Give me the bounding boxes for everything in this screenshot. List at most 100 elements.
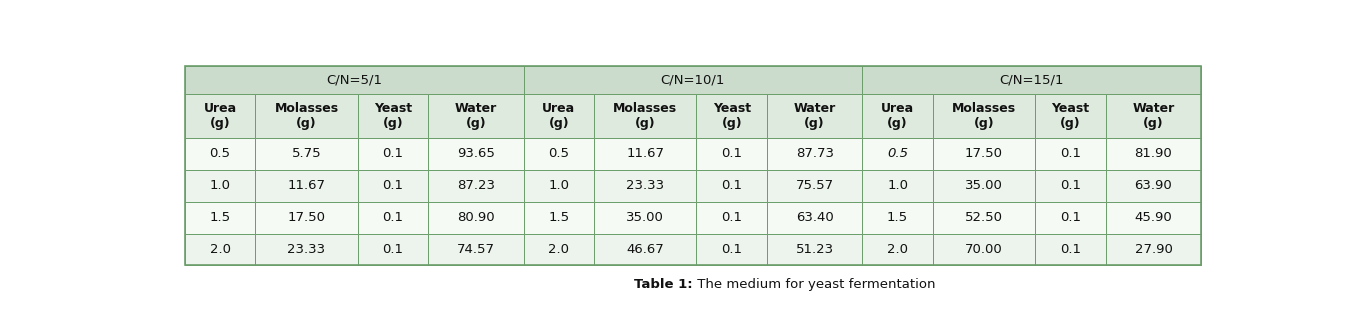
Text: Molasses
(g): Molasses (g) — [614, 102, 677, 130]
Bar — [256, 170, 358, 202]
Text: Table 1:: Table 1: — [634, 278, 692, 291]
Text: 2.0: 2.0 — [887, 243, 909, 256]
Bar — [185, 170, 256, 202]
Text: 0.1: 0.1 — [383, 243, 403, 256]
Text: 0.1: 0.1 — [1060, 211, 1082, 224]
Text: 0.5: 0.5 — [887, 148, 909, 160]
Text: C/N=15/1: C/N=15/1 — [999, 74, 1064, 87]
Bar — [358, 202, 429, 234]
Text: 0.1: 0.1 — [383, 211, 403, 224]
Bar — [1036, 94, 1106, 138]
Bar — [594, 94, 696, 138]
Bar — [696, 234, 767, 265]
Text: 0.1: 0.1 — [383, 179, 403, 192]
Bar — [594, 138, 696, 170]
Bar — [358, 234, 429, 265]
Bar — [523, 138, 594, 170]
Text: Urea
(g): Urea (g) — [542, 102, 576, 130]
Text: Water
(g): Water (g) — [1133, 102, 1175, 130]
Text: 0.1: 0.1 — [1060, 148, 1082, 160]
Text: 35.00: 35.00 — [965, 179, 1003, 192]
Text: 11.67: 11.67 — [288, 179, 326, 192]
Text: 0.1: 0.1 — [383, 148, 403, 160]
Text: 87.23: 87.23 — [457, 179, 495, 192]
Text: 1.0: 1.0 — [210, 179, 230, 192]
Bar — [1036, 202, 1106, 234]
Bar — [358, 138, 429, 170]
Bar — [185, 138, 256, 170]
Bar — [1036, 138, 1106, 170]
Bar — [1106, 94, 1201, 138]
Text: Yeast
(g): Yeast (g) — [713, 102, 750, 130]
Bar — [933, 94, 1036, 138]
Bar — [933, 234, 1036, 265]
Bar — [185, 202, 256, 234]
Text: 27.90: 27.90 — [1134, 243, 1172, 256]
Bar — [767, 234, 863, 265]
Bar — [185, 66, 523, 94]
Text: 70.00: 70.00 — [965, 243, 1003, 256]
Text: Molasses
(g): Molasses (g) — [952, 102, 1017, 130]
Bar — [1106, 234, 1201, 265]
Text: Water
(g): Water (g) — [794, 102, 836, 130]
Text: 2.0: 2.0 — [549, 243, 569, 256]
Bar — [767, 138, 863, 170]
Text: 63.90: 63.90 — [1134, 179, 1172, 192]
Bar — [185, 66, 1201, 265]
Bar — [429, 138, 523, 170]
Bar — [696, 202, 767, 234]
Bar — [863, 94, 933, 138]
Text: 23.33: 23.33 — [288, 243, 326, 256]
Bar — [696, 170, 767, 202]
Bar — [523, 66, 863, 94]
Bar — [523, 234, 594, 265]
Text: 1.5: 1.5 — [887, 211, 909, 224]
Text: 81.90: 81.90 — [1134, 148, 1172, 160]
Text: 5.75: 5.75 — [292, 148, 322, 160]
Bar — [594, 170, 696, 202]
Bar — [523, 170, 594, 202]
Bar — [933, 202, 1036, 234]
Text: 80.90: 80.90 — [457, 211, 495, 224]
Text: 0.1: 0.1 — [1060, 243, 1082, 256]
Text: C/N=5/1: C/N=5/1 — [326, 74, 383, 87]
Bar — [863, 234, 933, 265]
Text: 75.57: 75.57 — [795, 179, 834, 192]
Text: 2.0: 2.0 — [210, 243, 230, 256]
Bar — [185, 94, 256, 138]
Text: 51.23: 51.23 — [795, 243, 834, 256]
Bar — [358, 170, 429, 202]
Bar — [863, 66, 1201, 94]
Bar — [523, 202, 594, 234]
Bar — [1036, 170, 1106, 202]
Bar — [523, 94, 594, 138]
Text: 52.50: 52.50 — [965, 211, 1003, 224]
Text: 0.1: 0.1 — [721, 148, 742, 160]
Text: 17.50: 17.50 — [965, 148, 1003, 160]
Bar — [933, 170, 1036, 202]
Bar — [429, 170, 523, 202]
Text: 23.33: 23.33 — [626, 179, 664, 192]
Bar — [767, 94, 863, 138]
Bar — [696, 138, 767, 170]
Text: 11.67: 11.67 — [626, 148, 664, 160]
Bar — [256, 234, 358, 265]
Text: 0.1: 0.1 — [721, 211, 742, 224]
Text: 1.0: 1.0 — [887, 179, 909, 192]
Bar — [933, 138, 1036, 170]
Text: Urea
(g): Urea (g) — [203, 102, 237, 130]
Text: 1.5: 1.5 — [210, 211, 231, 224]
Text: 1.5: 1.5 — [548, 211, 569, 224]
Bar — [256, 94, 358, 138]
Bar — [256, 202, 358, 234]
Text: Molasses
(g): Molasses (g) — [274, 102, 338, 130]
Bar — [1106, 202, 1201, 234]
Text: The medium for yeast fermentation: The medium for yeast fermentation — [692, 278, 936, 291]
Text: 63.40: 63.40 — [796, 211, 834, 224]
Text: 0.5: 0.5 — [210, 148, 230, 160]
Bar — [767, 170, 863, 202]
Text: Urea
(g): Urea (g) — [882, 102, 914, 130]
Bar — [358, 94, 429, 138]
Text: Water
(g): Water (g) — [454, 102, 498, 130]
Text: C/N=10/1: C/N=10/1 — [661, 74, 725, 87]
